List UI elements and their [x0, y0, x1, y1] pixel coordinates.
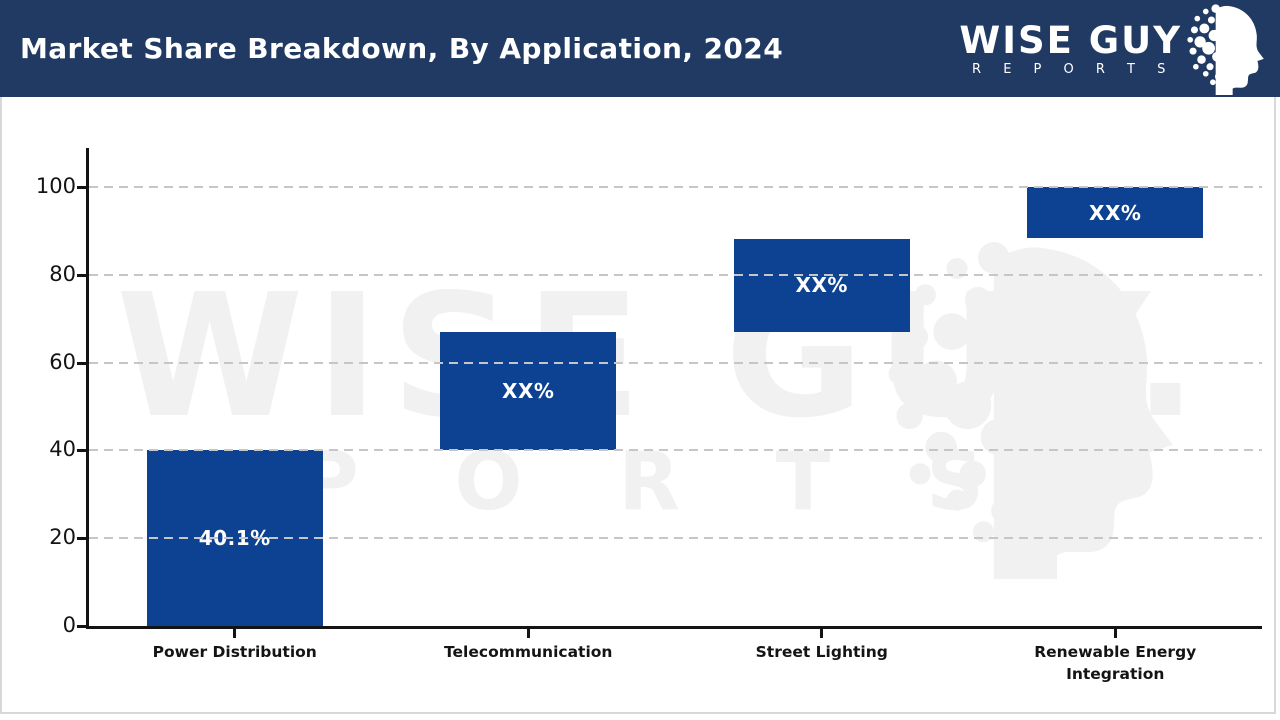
x-category-label: Renewable Energy Integration: [1034, 643, 1197, 683]
chart-bar: XX%: [1027, 187, 1204, 239]
y-tick-label: 0: [62, 613, 76, 637]
x-category-label: Telecommunication: [444, 643, 613, 661]
wiseguy-logo-reports: R E P O R T S: [972, 61, 1175, 77]
x-tick-mark: [233, 629, 237, 638]
wiseguy-head-icon: [1187, 3, 1264, 95]
y-tick-label: 20: [49, 525, 76, 550]
gridline: [89, 537, 1262, 540]
y-tick-mark: [77, 186, 86, 189]
y-tick-mark: [77, 625, 86, 628]
y-tick-label: 60: [49, 349, 76, 374]
chart-bar: XX%: [440, 331, 617, 450]
chart-bar: XX%: [733, 238, 910, 332]
header-bar: Market Share Breakdown, By Application, …: [0, 0, 1280, 97]
y-tick-label: 100: [35, 174, 76, 198]
wiseguy-logo-text: WISE GUY R E P O R T S: [959, 22, 1182, 76]
x-axis-line: [86, 626, 1262, 629]
y-tick-mark: [77, 273, 86, 277]
bar-value-label: XX%: [795, 273, 848, 298]
watermark-head-icon: [888, 242, 1173, 580]
watermark-text-line2: P O R T S: [300, 435, 1018, 528]
page-title: Market Share Breakdown, By Application, …: [20, 32, 784, 65]
x-tick-mark: [1113, 629, 1117, 638]
x-category-label: Street Lighting: [755, 643, 888, 661]
y-tick-label: 80: [49, 261, 76, 286]
bar-value-label: XX%: [502, 378, 555, 403]
wiseguy-logo-name: WISE GUY: [959, 18, 1182, 62]
x-tick-mark: [526, 629, 530, 638]
y-tick-mark: [77, 449, 86, 453]
y-tick-mark: [77, 361, 86, 365]
gridline: [89, 449, 1262, 452]
bar-value-label: XX%: [1089, 200, 1142, 225]
chart-plot-area: 0 20 40 60 80 100 40.1% Power Distribution XX% Te…: [0, 97, 1280, 720]
x-tick-mark: [820, 629, 824, 638]
x-category-label: Power Distribution: [152, 643, 317, 661]
gridline: [89, 186, 1262, 188]
y-axis-line: [86, 148, 89, 629]
wiseguy-logo: WISE GUY R E P O R T S: [959, 3, 1270, 95]
gridline: [89, 273, 1262, 276]
gridline: [89, 361, 1262, 364]
y-tick-mark: [77, 537, 86, 541]
y-tick-label: 40: [49, 437, 76, 462]
